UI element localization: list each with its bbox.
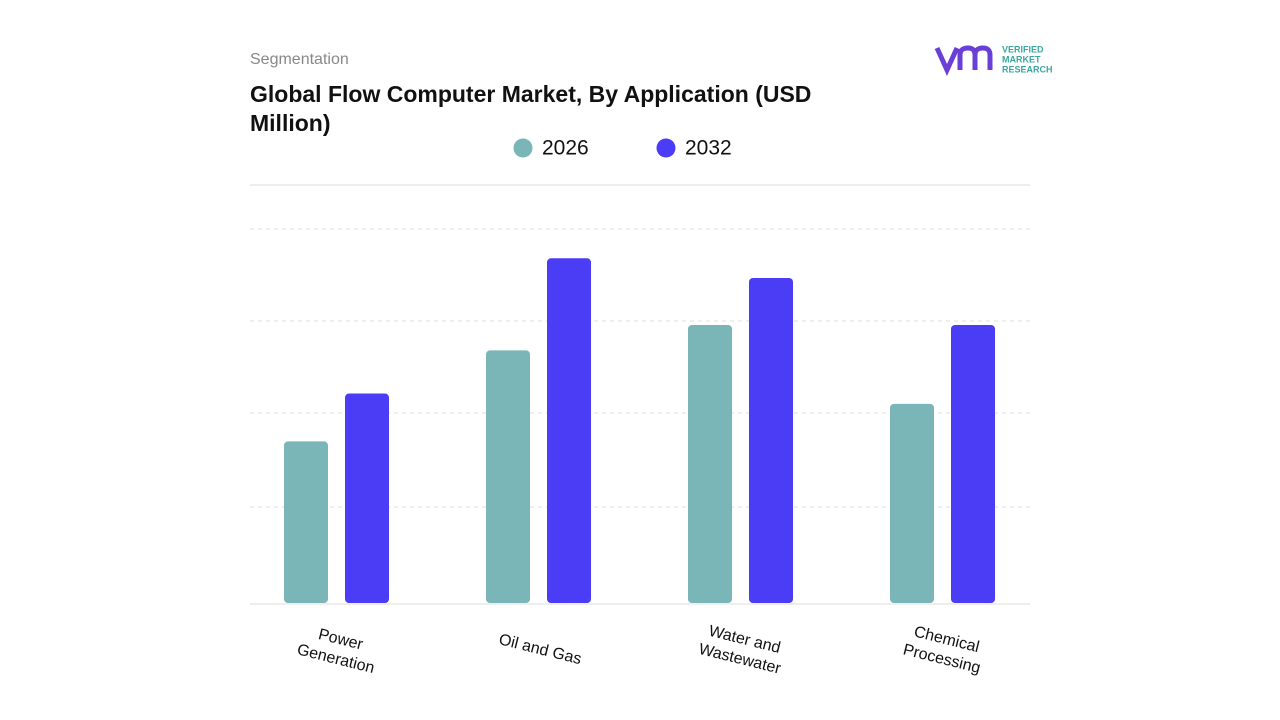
- bar: [345, 393, 389, 603]
- bar: [749, 277, 793, 603]
- x-tick-label-group: Water andWastewater: [697, 622, 788, 678]
- bar: [284, 441, 328, 603]
- bar: [688, 324, 732, 603]
- x-tick-label-group: ChemicalProcessing: [901, 622, 987, 677]
- title-box: Global Flow Computer Market, By Applicat…: [250, 81, 812, 136]
- legend-label: 2026: [542, 137, 589, 160]
- legend-swatch: [513, 138, 533, 158]
- kicker: Segmentation: [250, 51, 349, 68]
- chart-title: Global Flow Computer Market, By Applicat…: [250, 81, 812, 136]
- legend-swatch: [656, 138, 676, 158]
- logo-text: VERIFIED: [1002, 44, 1044, 54]
- legend-label: 2032: [685, 137, 732, 160]
- bar: [951, 324, 995, 603]
- logo: VERIFIED MARKET RESEARCH: [934, 44, 1053, 77]
- logo-text: RESEARCH: [1002, 64, 1053, 74]
- logo-mark: [934, 45, 993, 77]
- bar: [486, 350, 530, 603]
- x-tick-label: Oil and Gas: [497, 631, 583, 668]
- bar: [547, 258, 591, 603]
- bar: [890, 403, 934, 603]
- x-tick-label-group: PowerGeneration: [295, 622, 381, 677]
- logo-text: MARKET: [1002, 54, 1041, 64]
